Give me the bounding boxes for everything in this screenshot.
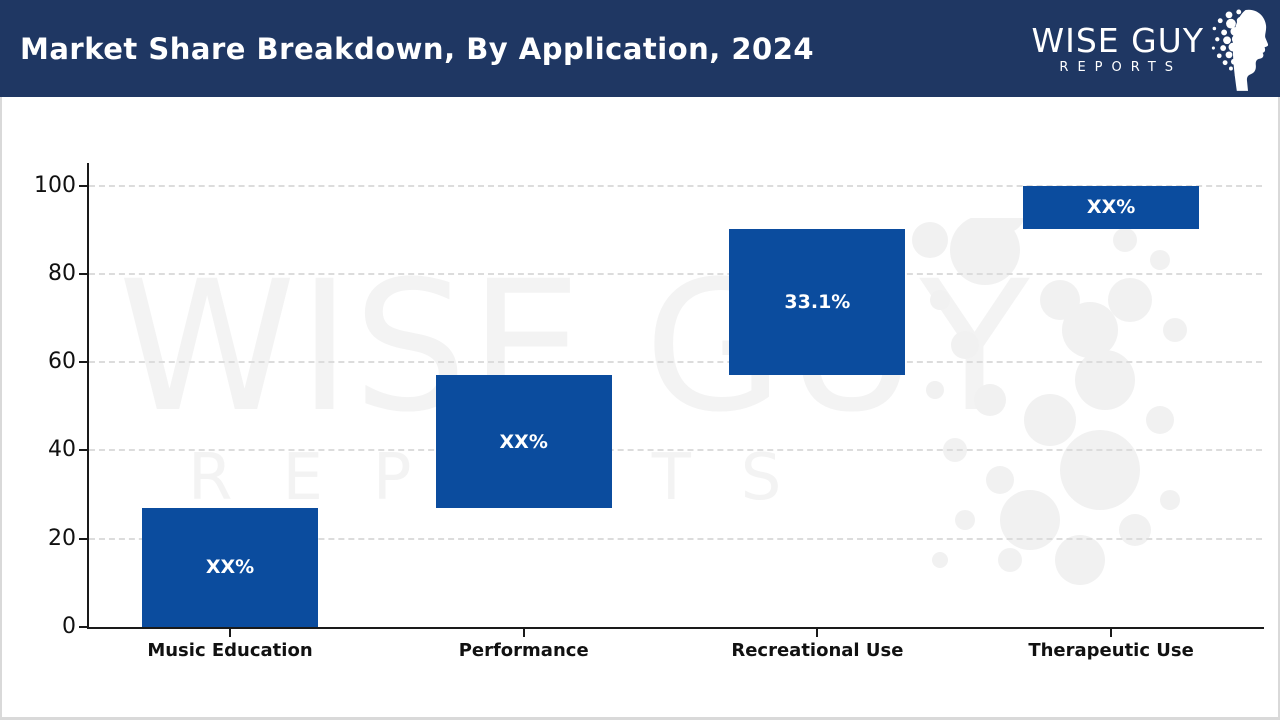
x-axis-label-1: Performance xyxy=(458,640,589,661)
x-axis-label-3: Therapeutic Use xyxy=(1028,640,1194,661)
gridline-100 xyxy=(89,184,1262,187)
watermark-dotted-head-icon xyxy=(912,218,1187,585)
wiseguy-logo: WISE GUY REPORTS xyxy=(1031,6,1268,92)
bar-therapeutic-use: XX% xyxy=(1023,185,1200,230)
y-tick-label-0: 0 xyxy=(62,614,76,639)
bar-value-label: 33.1% xyxy=(784,291,851,314)
y-tick-80 xyxy=(79,272,87,275)
x-tick-3 xyxy=(1110,629,1113,637)
x-axis-label-0: Music Education xyxy=(147,640,313,661)
y-tick-label-100: 100 xyxy=(34,172,76,198)
bar-performance: XX% xyxy=(435,375,612,508)
x-tick-0 xyxy=(229,629,231,637)
y-tick-40 xyxy=(79,449,87,452)
gridline-60 xyxy=(89,361,1262,364)
x-tick-2 xyxy=(816,629,819,637)
y-tick-label-40: 40 xyxy=(48,437,76,463)
y-tick-100 xyxy=(79,184,87,187)
x-axis-spine xyxy=(87,627,1264,629)
page-title: Market Share Breakdown, By Application, … xyxy=(20,31,815,66)
wiseguy-logo-text: WISE GUY REPORTS xyxy=(1031,24,1204,74)
logo-wordmark: WISE GUY xyxy=(1031,20,1204,60)
y-tick-20 xyxy=(79,537,87,540)
gridline-20 xyxy=(89,537,1262,540)
x-axis-label-2: Recreational Use xyxy=(731,640,904,661)
bar-music-education: XX% xyxy=(142,507,318,627)
bar-value-label: XX% xyxy=(205,556,255,579)
bar-value-label: XX% xyxy=(1086,196,1136,219)
y-tick-60 xyxy=(79,361,87,364)
y-tick-label-80: 80 xyxy=(48,260,76,286)
bar-value-label: XX% xyxy=(499,430,548,453)
bar-recreational-use: 33.1% xyxy=(729,229,906,376)
y-tick-label-20: 20 xyxy=(48,525,76,551)
y-axis-spine xyxy=(87,163,89,629)
header: Market Share Breakdown, By Application, … xyxy=(0,0,1280,97)
logo-subtitle: REPORTS xyxy=(1059,59,1183,75)
y-tick-label-60: 60 xyxy=(48,349,76,375)
gridline-80 xyxy=(89,272,1262,275)
gridline-40 xyxy=(89,449,1262,452)
dotted-head-icon xyxy=(1211,9,1268,91)
y-tick-0 xyxy=(79,626,87,628)
x-tick-1 xyxy=(522,629,525,637)
